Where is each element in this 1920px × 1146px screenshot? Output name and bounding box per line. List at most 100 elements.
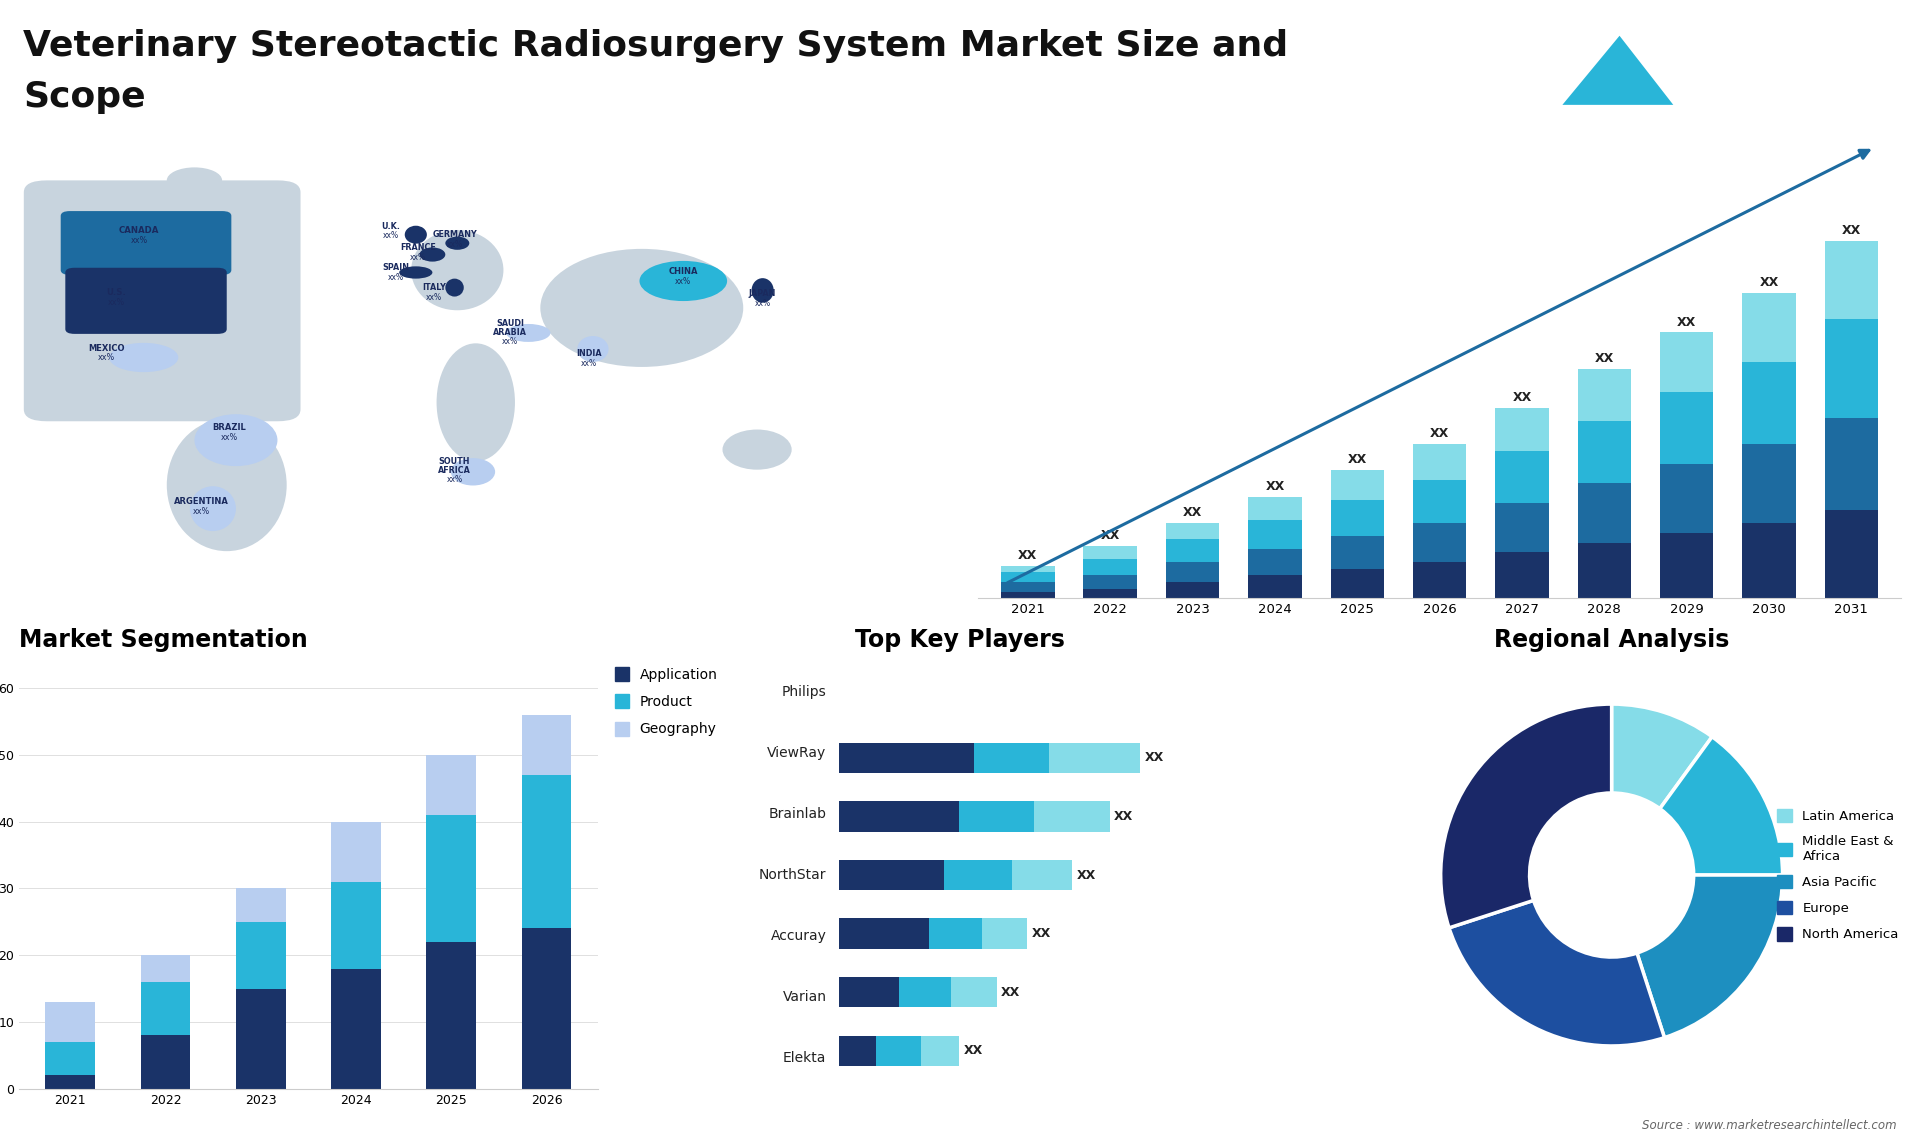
Ellipse shape xyxy=(451,458,495,486)
Bar xyxy=(522,775,572,928)
Text: XX: XX xyxy=(1513,391,1532,405)
Ellipse shape xyxy=(578,336,609,362)
Text: xx%: xx% xyxy=(98,353,115,361)
Text: ViewRay: ViewRay xyxy=(768,746,826,760)
Bar xyxy=(522,715,572,775)
Wedge shape xyxy=(1638,876,1782,1037)
Bar xyxy=(140,1035,190,1089)
Text: GERMANY: GERMANY xyxy=(432,230,476,240)
Text: INDIA: INDIA xyxy=(576,350,603,359)
Text: FRANCE: FRANCE xyxy=(399,243,436,252)
Text: Varian: Varian xyxy=(781,990,826,1004)
Bar xyxy=(1661,392,1713,464)
Ellipse shape xyxy=(419,248,445,261)
Bar xyxy=(1331,536,1384,568)
Text: xx%: xx% xyxy=(409,253,426,262)
Bar xyxy=(1165,540,1219,563)
Text: xx%: xx% xyxy=(501,337,518,346)
Bar xyxy=(1083,575,1137,589)
Bar xyxy=(1578,542,1632,598)
Bar xyxy=(332,822,380,881)
Bar xyxy=(46,1042,94,1075)
Text: Elekta: Elekta xyxy=(783,1051,826,1065)
Text: Philips: Philips xyxy=(781,685,826,699)
Text: INTELLECT: INTELLECT xyxy=(1693,83,1747,92)
Text: XX: XX xyxy=(1018,549,1037,562)
Bar xyxy=(1083,589,1137,598)
Bar xyxy=(236,989,286,1089)
Text: xx%: xx% xyxy=(108,298,125,307)
Ellipse shape xyxy=(436,344,515,462)
Ellipse shape xyxy=(445,278,465,297)
Bar xyxy=(1083,545,1137,559)
Text: xx%: xx% xyxy=(582,359,597,368)
Bar xyxy=(46,1002,94,1042)
Ellipse shape xyxy=(540,249,743,367)
Legend: Application, Product, Geography: Application, Product, Geography xyxy=(609,661,724,741)
Bar xyxy=(1413,523,1467,563)
Ellipse shape xyxy=(399,266,432,278)
Text: CANADA: CANADA xyxy=(119,227,159,235)
Bar xyxy=(1413,480,1467,523)
Wedge shape xyxy=(1611,704,1713,809)
Bar xyxy=(1741,445,1795,523)
Text: RESEARCH: RESEARCH xyxy=(1693,64,1747,73)
Text: SPAIN: SPAIN xyxy=(382,264,409,273)
Ellipse shape xyxy=(194,414,278,466)
Text: ARABIA: ARABIA xyxy=(493,328,526,337)
Ellipse shape xyxy=(167,167,223,194)
Bar xyxy=(1248,549,1302,575)
Bar xyxy=(1248,575,1302,598)
Text: Scope: Scope xyxy=(23,80,146,115)
Text: xx%: xx% xyxy=(192,507,209,516)
Bar xyxy=(1496,450,1549,503)
Text: xx%: xx% xyxy=(426,292,442,301)
Bar xyxy=(1578,369,1632,421)
Text: Source : www.marketresearchintellect.com: Source : www.marketresearchintellect.com xyxy=(1642,1120,1897,1132)
Text: xx%: xx% xyxy=(221,433,238,442)
Bar xyxy=(426,755,476,815)
Bar xyxy=(1331,568,1384,598)
FancyBboxPatch shape xyxy=(61,211,230,275)
Wedge shape xyxy=(1450,901,1665,1046)
Text: CHINA: CHINA xyxy=(668,267,699,276)
FancyBboxPatch shape xyxy=(23,180,301,422)
Text: XX: XX xyxy=(1841,223,1860,236)
Bar xyxy=(332,881,380,968)
Title: Top Key Players: Top Key Players xyxy=(854,628,1066,652)
Bar xyxy=(1496,408,1549,450)
Bar xyxy=(1741,362,1795,445)
Bar xyxy=(332,968,380,1089)
Wedge shape xyxy=(1440,704,1611,928)
Bar xyxy=(236,921,286,989)
Bar xyxy=(1000,566,1054,572)
Text: U.K.: U.K. xyxy=(382,221,401,230)
Ellipse shape xyxy=(109,343,179,372)
Text: XX: XX xyxy=(1596,352,1615,364)
Text: BRAZIL: BRAZIL xyxy=(213,423,246,432)
Bar xyxy=(1083,559,1137,575)
Bar xyxy=(1000,582,1054,591)
Text: SOUTH: SOUTH xyxy=(440,457,470,466)
Text: XX: XX xyxy=(1759,276,1778,289)
FancyBboxPatch shape xyxy=(65,268,227,333)
Ellipse shape xyxy=(411,230,503,311)
Bar xyxy=(1413,563,1467,598)
Bar xyxy=(1824,510,1878,598)
Ellipse shape xyxy=(190,486,236,531)
Text: MARKET: MARKET xyxy=(1693,46,1736,55)
Bar xyxy=(1496,503,1549,552)
Bar xyxy=(1000,591,1054,598)
Text: ARGENTINA: ARGENTINA xyxy=(173,497,228,507)
Bar xyxy=(522,928,572,1089)
Bar xyxy=(1578,484,1632,542)
Text: xx%: xx% xyxy=(382,231,399,241)
Text: xx%: xx% xyxy=(755,299,770,307)
Bar xyxy=(1248,496,1302,519)
Text: Accuray: Accuray xyxy=(770,929,826,943)
Bar xyxy=(1661,533,1713,598)
Text: xx%: xx% xyxy=(447,474,463,484)
Ellipse shape xyxy=(445,236,468,250)
Bar xyxy=(1824,320,1878,418)
Bar xyxy=(1165,523,1219,540)
